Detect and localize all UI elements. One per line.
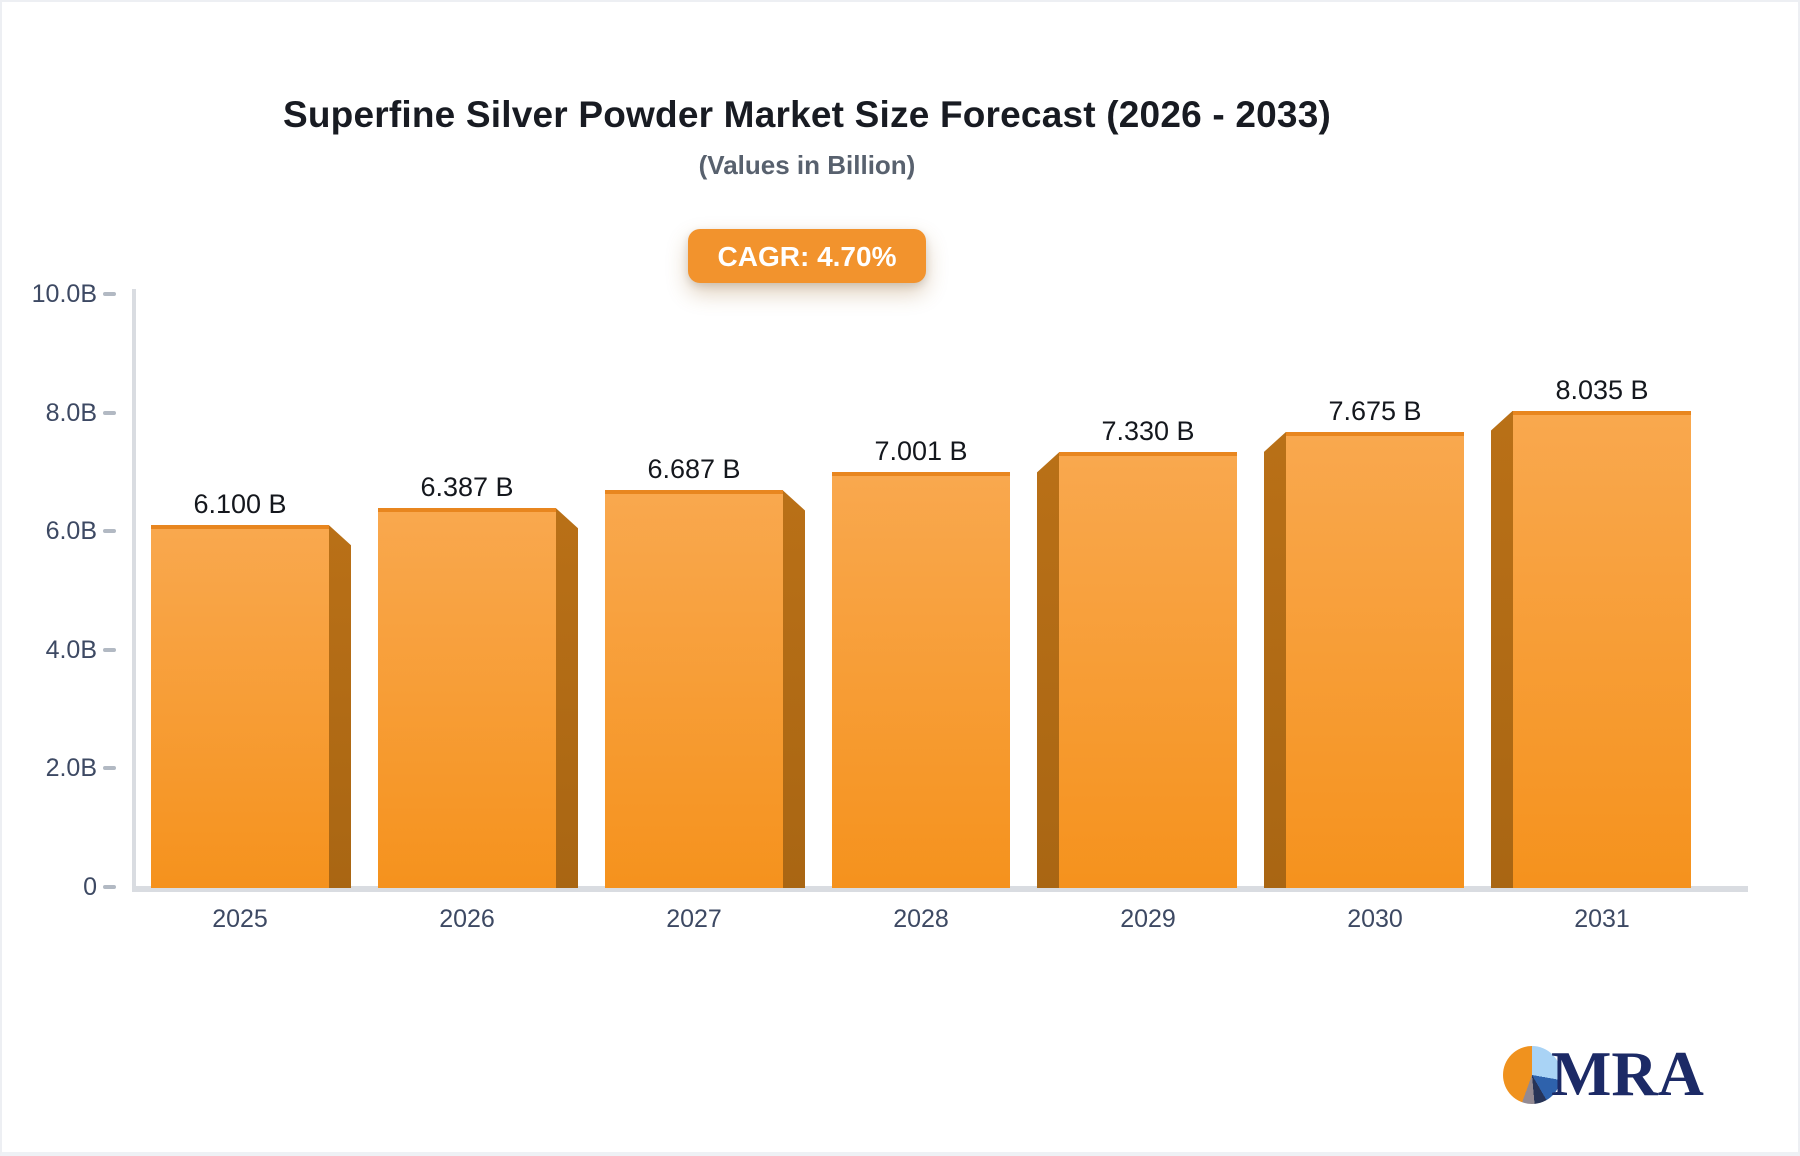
- x-axis-label-2025: 2025: [212, 905, 268, 933]
- bar-2027: [605, 490, 783, 888]
- y-axis-line: [132, 289, 136, 892]
- y-tick-label-0: 0: [83, 873, 97, 901]
- y-tick-label-8.0B: 8.0B: [45, 398, 97, 427]
- bar-value-label-2025: 6.100 B: [193, 489, 287, 520]
- bar-side-face-2031: [1491, 410, 1513, 888]
- x-axis-label-2030: 2030: [1347, 905, 1403, 933]
- y-tick-label-10.0B: 10.0B: [31, 280, 97, 308]
- mra-logo: MRA: [1503, 1034, 1763, 1124]
- mra-logo-text: MRA: [1551, 1038, 1704, 1109]
- bar-side-face-2025: [329, 525, 351, 888]
- chart-title: Superfine Silver Powder Market Size Fore…: [282, 94, 1332, 135]
- bar-value-label-2030: 7.675 B: [1328, 395, 1422, 426]
- y-tick-mark: [103, 885, 116, 889]
- bar-2031: [1513, 410, 1691, 888]
- y-tick-mark: [103, 647, 116, 652]
- bar-value-label-2028: 7.001 B: [874, 435, 968, 466]
- bar-value-label-2027: 6.687 B: [647, 454, 741, 485]
- bar-2029: [1059, 452, 1237, 888]
- y-tick-label-6.0B: 6.0B: [45, 517, 97, 546]
- bar-side-face-2030: [1264, 431, 1286, 888]
- bar-side-face-2026: [556, 508, 578, 888]
- x-axis-label-2026: 2026: [439, 905, 495, 933]
- bar-value-label-2029: 7.330 B: [1101, 416, 1195, 447]
- y-tick-mark: [103, 410, 116, 415]
- bar-2025: [151, 525, 329, 888]
- bar-side-face-2029: [1037, 452, 1059, 888]
- bar-2026: [378, 508, 556, 888]
- bar-side-face-2027: [783, 490, 805, 888]
- y-tick-mark: [103, 766, 116, 771]
- x-axis-label-2029: 2029: [1120, 905, 1176, 933]
- x-axis-line: [132, 886, 1748, 892]
- y-tick-mark: [103, 292, 116, 296]
- bar-value-label-2031: 8.035 B: [1555, 374, 1649, 405]
- x-axis-label-2027: 2027: [666, 905, 722, 933]
- x-axis-label-2031: 2031: [1574, 905, 1630, 933]
- cagr-badge: CAGR: 4.70%: [688, 229, 926, 283]
- bar-2030: [1286, 431, 1464, 888]
- y-tick-label-4.0B: 4.0B: [45, 635, 97, 664]
- chart-subtitle: (Values in Billion): [698, 150, 916, 180]
- x-axis-label-2028: 2028: [893, 905, 949, 933]
- mra-logo-pie-icon: [1503, 1046, 1561, 1104]
- y-tick-label-2.0B: 2.0B: [45, 754, 97, 783]
- bar-value-label-2026: 6.387 B: [420, 472, 514, 503]
- y-tick-mark: [103, 529, 116, 534]
- bar-2028: [832, 471, 1010, 888]
